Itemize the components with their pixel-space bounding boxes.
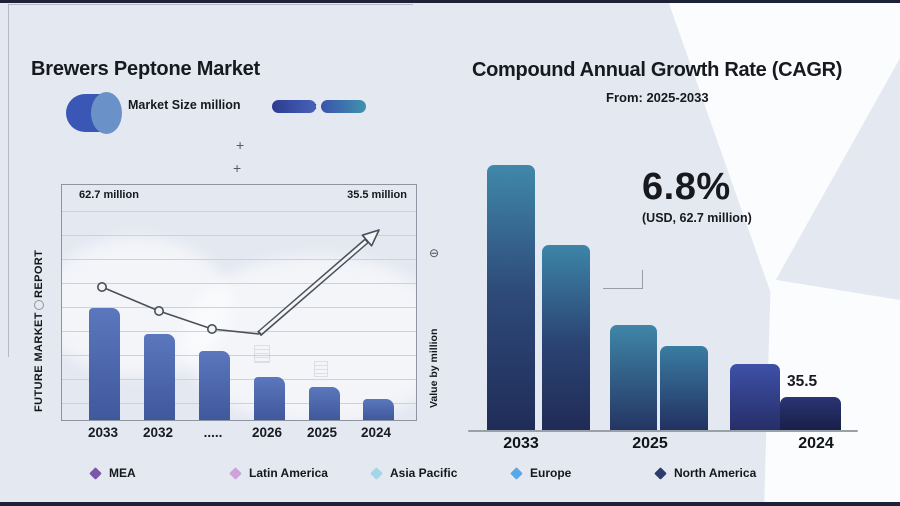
- ratio-pill-right: [321, 100, 366, 113]
- legend-label: North America: [674, 466, 757, 480]
- legend-item-mea: MEA: [89, 466, 136, 480]
- trend-line-and-arrow: [96, 229, 380, 337]
- bar-intermediate: [199, 351, 230, 420]
- top-edge-line: [0, 0, 900, 3]
- right-chart-title: Compound Annual Growth Rate (CAGR): [472, 59, 843, 81]
- right-bar-2024-b: [780, 397, 841, 431]
- x-tick-2032: 2032: [142, 425, 174, 440]
- x-tick-2024: 2024: [360, 425, 392, 440]
- legend-item-europe: Europe: [510, 466, 572, 480]
- cylinder-cap: [91, 92, 122, 134]
- right-bar-2033-a: [487, 165, 535, 431]
- y-axis-label-part2: REPORT: [33, 249, 45, 299]
- bar-2033: [89, 308, 120, 420]
- minus-circle-icon: ⊖: [429, 246, 440, 260]
- right-bar-2033-b: [542, 245, 590, 431]
- y-axis-label-text: Value by million: [428, 328, 440, 408]
- legend-label: Europe: [530, 466, 572, 480]
- watermark-document-icon: [254, 345, 270, 363]
- gridlines: [62, 211, 416, 405]
- y-axis-label-part1: FUTURE MARKET: [33, 312, 45, 412]
- ratio-separator: :: [314, 101, 317, 111]
- x-tick-2033: 2033: [503, 435, 539, 452]
- ratio-pill-left: [272, 100, 316, 113]
- legend-item-latin-america: Latin America: [229, 466, 328, 480]
- legend-label: Latin America: [249, 466, 328, 480]
- frame-line: [8, 4, 413, 357]
- legend-item-north-america: North America: [654, 466, 757, 480]
- plus-icon: +: [233, 160, 242, 176]
- cagr-value: 6.8%: [642, 166, 731, 208]
- left-chart-end-value: 35.5 million: [347, 189, 407, 201]
- plus-icon: +: [236, 137, 245, 153]
- diamond-icon: [89, 466, 102, 480]
- legend-label: MEA: [109, 466, 136, 480]
- bar-2025: [309, 387, 340, 420]
- registered-circle-icon: [34, 300, 44, 311]
- x-tick-ellipsis: .....: [203, 425, 223, 440]
- diamond-icon: [510, 466, 523, 480]
- bar-2024: [363, 399, 394, 420]
- diamond-icon: [370, 466, 383, 480]
- market-size-label: Market Size million: [128, 98, 241, 112]
- right-bar-2024-a: [730, 364, 780, 431]
- annotation-35-5: 35.5: [787, 373, 818, 390]
- x-tick-2025: 2025: [632, 435, 668, 452]
- corner-bracket-decoration: [603, 270, 643, 289]
- cylinder-icon: [66, 92, 122, 134]
- legend-item-asia-pacific: Asia Pacific: [370, 466, 458, 480]
- right-bar-2025-a: [610, 325, 657, 431]
- x-tick-2026: 2026: [251, 425, 283, 440]
- left-chart-max-value: 62.7 million: [79, 189, 139, 201]
- right-bar-2025-b: [660, 346, 708, 431]
- left-chart-y-axis-label: FUTURE MARKET REPORT: [33, 216, 45, 412]
- x-tick-2025: 2025: [306, 425, 338, 440]
- watermark-document-icon: [314, 361, 328, 377]
- legend-label: Asia Pacific: [390, 466, 458, 480]
- bar-2026: [254, 377, 285, 420]
- x-tick-2033: 2033: [87, 425, 119, 440]
- diamond-icon: [654, 466, 667, 480]
- left-bar-chart: 62.7 million 35.5 million: [61, 184, 417, 421]
- diamond-icon: [229, 466, 242, 480]
- bar-2032: [144, 334, 175, 420]
- left-chart-title: Brewers Peptone Market: [31, 58, 261, 80]
- x-tick-2024: 2024: [798, 435, 834, 452]
- cagr-detail: (USD, 62.7 million): [642, 211, 752, 225]
- bottom-edge-line: [0, 502, 900, 506]
- right-chart-x-axis: [468, 430, 858, 432]
- right-chart-y-axis-label: Value by million: [428, 296, 440, 408]
- right-chart-subtitle: From: 2025-2033: [606, 90, 709, 105]
